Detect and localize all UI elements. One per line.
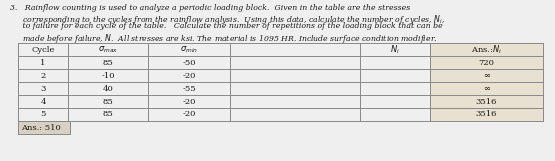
Text: 40: 40 — [103, 85, 113, 93]
Bar — [430, 69, 543, 82]
Text: 5: 5 — [41, 110, 46, 118]
Text: 2: 2 — [41, 71, 46, 80]
Text: -10: -10 — [101, 71, 115, 80]
Text: corresponding to the cycles from the rainflow analysis.  Using this data, calcul: corresponding to the cycles from the rai… — [10, 13, 445, 26]
Bar — [430, 95, 543, 108]
Text: $N_i$: $N_i$ — [390, 43, 400, 56]
Text: 720: 720 — [478, 58, 495, 66]
Bar — [18, 121, 70, 134]
Bar — [430, 56, 543, 69]
Text: Ans.: 510: Ans.: 510 — [21, 123, 60, 132]
Text: made before failure, $N$.  All stresses are ksi. The material is 1095 HR. Includ: made before failure, $N$. All stresses a… — [10, 32, 437, 45]
Text: 85: 85 — [103, 98, 113, 105]
Text: 3: 3 — [41, 85, 46, 93]
Text: -20: -20 — [182, 110, 196, 118]
Text: ∞: ∞ — [483, 71, 490, 80]
Text: -50: -50 — [182, 58, 196, 66]
Text: 1: 1 — [41, 58, 46, 66]
Text: Ans.:$N_i$: Ans.:$N_i$ — [471, 43, 502, 56]
Text: ∞: ∞ — [483, 85, 490, 93]
Text: -55: -55 — [182, 85, 196, 93]
Bar — [430, 82, 543, 95]
Text: -20: -20 — [182, 71, 196, 80]
Text: 3516: 3516 — [476, 110, 497, 118]
Text: 4: 4 — [41, 98, 46, 105]
Text: $\sigma_{max}$: $\sigma_{max}$ — [98, 44, 118, 55]
Text: Cycle: Cycle — [31, 46, 55, 53]
Text: 3.   Rainflow counting is used to analyze a periodic loading block.  Given in th: 3. Rainflow counting is used to analyze … — [10, 4, 410, 12]
Text: to failure for each cycle of the table.   Calculate the number of repetitions of: to failure for each cycle of the table. … — [10, 22, 443, 30]
Text: 85: 85 — [103, 58, 113, 66]
Text: -20: -20 — [182, 98, 196, 105]
Text: 85: 85 — [103, 110, 113, 118]
Text: $\sigma_{min}$: $\sigma_{min}$ — [180, 44, 198, 55]
Bar — [430, 108, 543, 121]
Bar — [430, 43, 543, 56]
Text: 3516: 3516 — [476, 98, 497, 105]
